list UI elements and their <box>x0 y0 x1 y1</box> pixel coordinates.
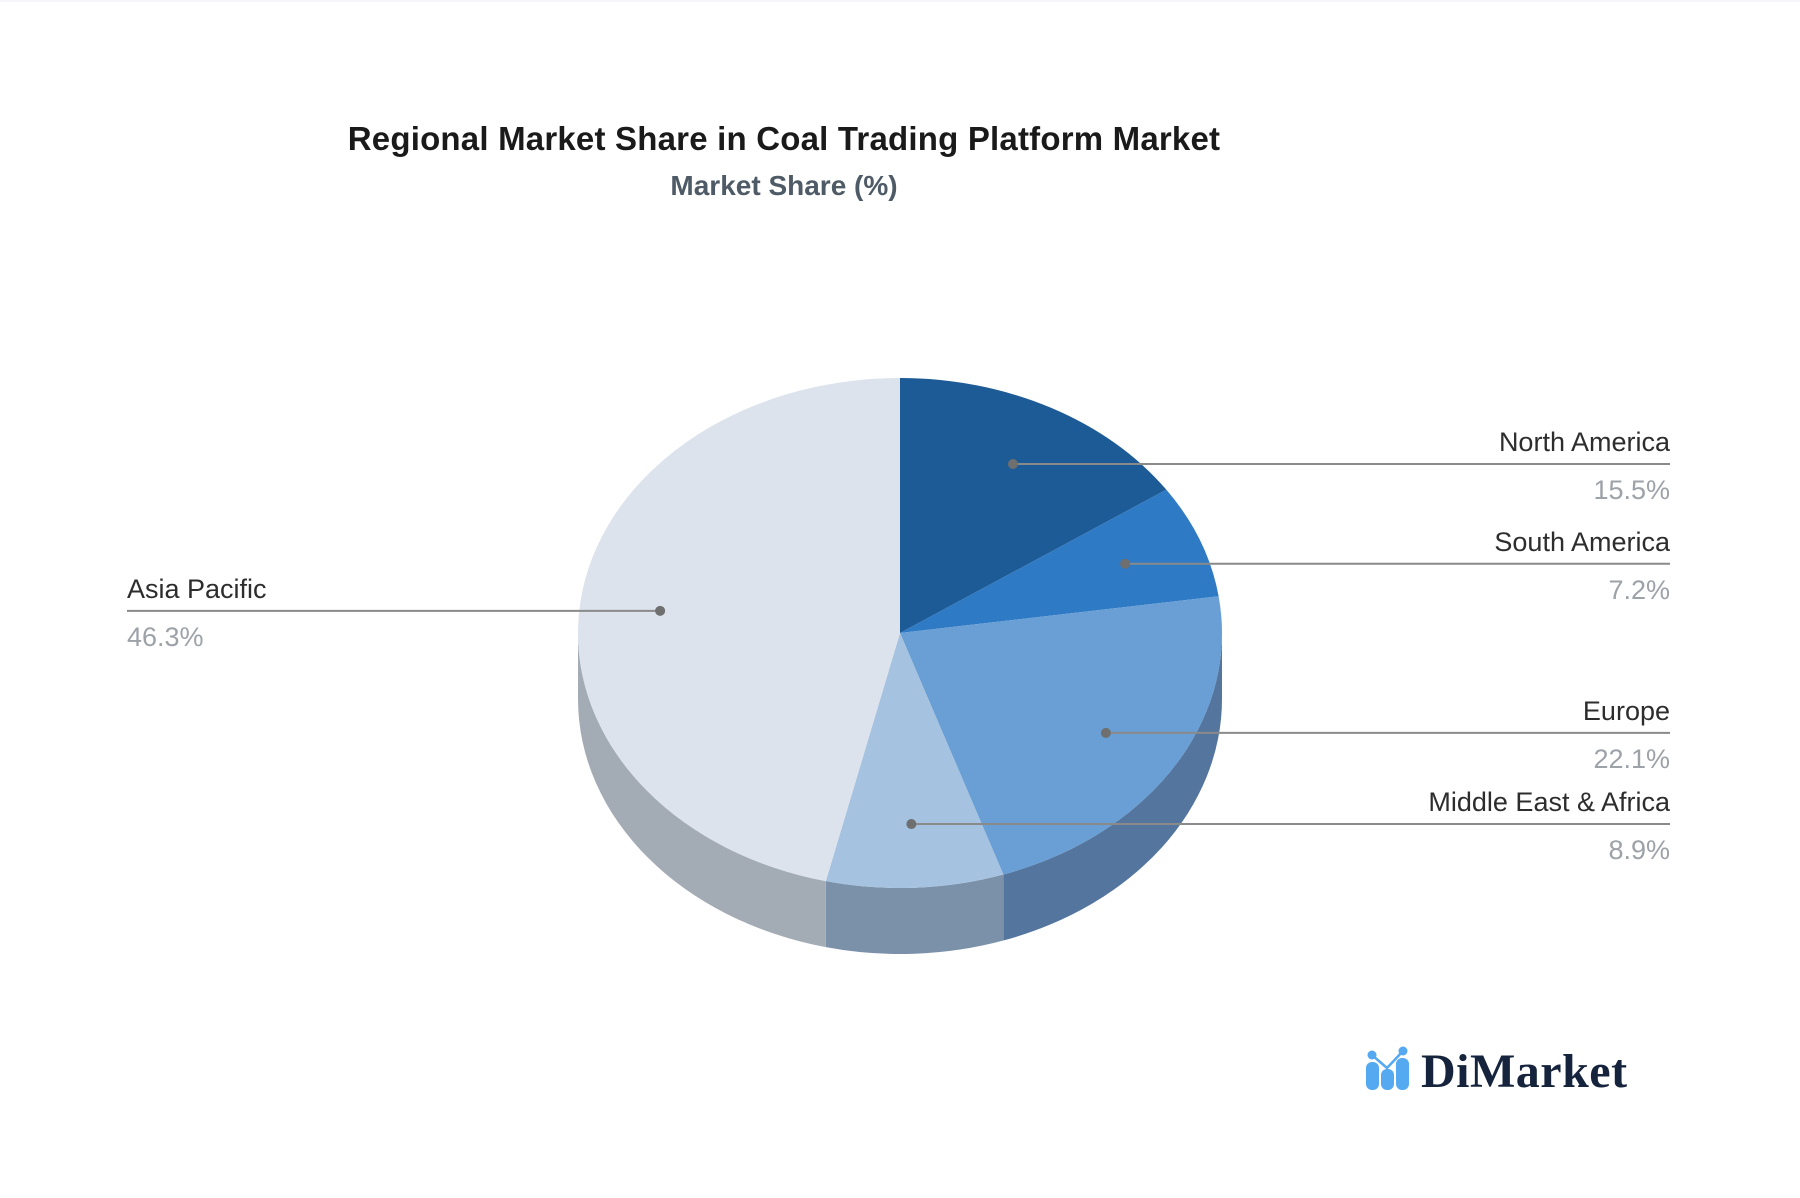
callout-name-north-america: North America <box>1498 426 1670 457</box>
leader-dot-0 <box>1008 458 1019 469</box>
leader-dot-3 <box>906 819 917 830</box>
pie-slice-4 <box>577 378 900 882</box>
leader-dot-4 <box>655 605 666 616</box>
dimarket-logo-text: DiMarket <box>1421 1045 1628 1098</box>
chart-title: Regional Market Share in Coal Trading Pl… <box>347 120 1221 157</box>
leader-dot-1 <box>1120 558 1131 569</box>
pie-slice-side-2 <box>1003 633 1222 941</box>
pie-slice-0 <box>900 378 1167 633</box>
callout-value-europe: 22.1% <box>1593 743 1670 774</box>
callout-name-south-america: South America <box>1494 526 1670 557</box>
callout-value-middle-east-africa: 8.9% <box>1608 835 1670 866</box>
callout-value-north-america: 15.5% <box>1593 474 1670 505</box>
callout-value-south-america: 7.2% <box>1608 574 1670 605</box>
pie-slice-1 <box>900 489 1219 633</box>
pie-slice-2 <box>900 596 1222 875</box>
callout-name-middle-east-africa: Middle East & Africa <box>1428 787 1670 818</box>
leader-dot-2 <box>1100 727 1111 738</box>
callout-name-asia-pacific: Asia Pacific <box>127 573 267 604</box>
pie-slice-side-3 <box>825 874 1004 955</box>
chart-subtitle: Market Share (%) <box>670 170 898 201</box>
pie-slice-side-4 <box>578 633 826 948</box>
callout-name-europe: Europe <box>1582 695 1670 726</box>
dimarket-logo-icon <box>1366 1046 1409 1090</box>
callout-value-asia-pacific: 46.3% <box>127 621 204 652</box>
